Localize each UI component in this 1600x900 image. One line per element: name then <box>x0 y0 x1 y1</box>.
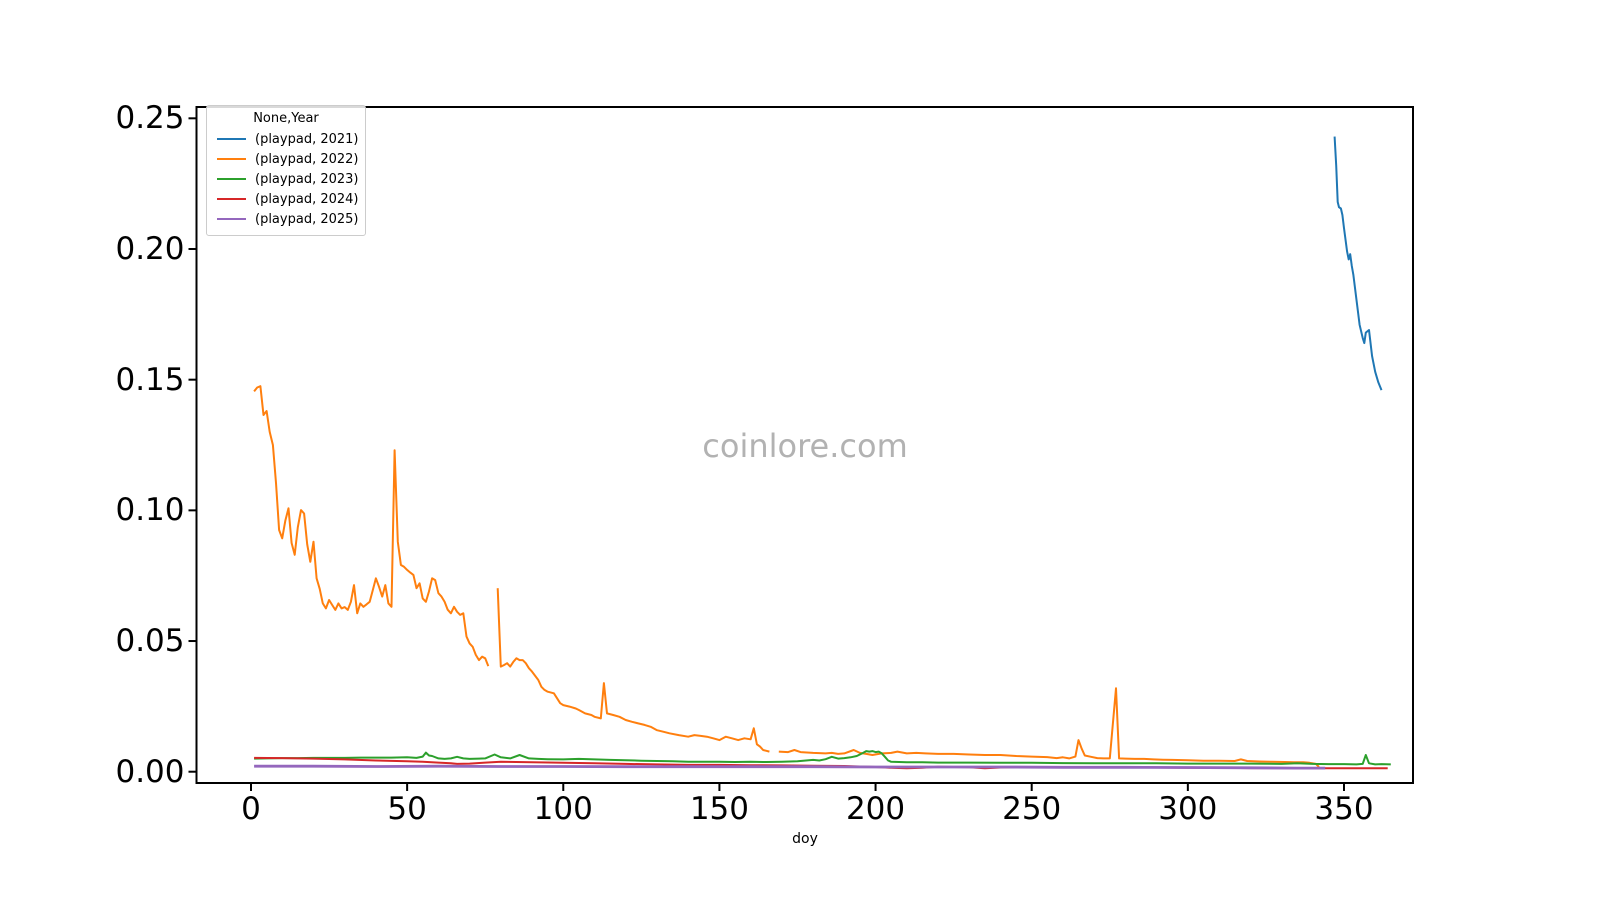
watermark: coinlore.com <box>702 427 908 465</box>
x-tick-label: 150 <box>689 791 749 827</box>
legend-line-swatch <box>217 157 246 161</box>
legend-entry-label: (playpad, 2023) <box>255 171 359 187</box>
x-tick-label: 300 <box>1158 791 1218 827</box>
legend-entry-label: (playpad, 2024) <box>255 191 359 207</box>
series-line <box>254 764 1326 770</box>
x-tick-label: 0 <box>241 791 261 827</box>
series-line <box>778 687 1320 768</box>
x-axis-label: doy <box>792 831 818 847</box>
y-tick-label: 0.10 <box>115 492 185 529</box>
y-tick-label: 0.00 <box>115 753 185 790</box>
legend-entry-label: (playpad, 2022) <box>255 151 359 167</box>
y-tick-label: 0.05 <box>115 623 185 660</box>
series-line <box>253 385 490 667</box>
legend-entry-label: (playpad, 2025) <box>255 211 359 227</box>
legend-entry: (playpad, 2025) <box>213 209 359 229</box>
y-tick-label: 0.25 <box>115 100 185 137</box>
x-tick-label: 50 <box>387 791 427 827</box>
y-tick-label: 0.20 <box>115 230 185 267</box>
legend-line-swatch <box>217 137 246 141</box>
series-line <box>496 588 770 753</box>
legend-line-swatch <box>217 177 246 181</box>
legend-entry-label: (playpad, 2021) <box>255 131 359 147</box>
legend-entry: (playpad, 2023) <box>213 169 359 189</box>
x-tick-label: 100 <box>533 791 593 827</box>
y-tick-label: 0.15 <box>115 361 185 398</box>
legend-line-swatch <box>217 197 246 201</box>
x-tick-label: 350 <box>1314 791 1374 827</box>
series-line <box>254 750 1391 766</box>
legend-entry: (playpad, 2022) <box>213 149 359 169</box>
legend-entry: (playpad, 2021) <box>213 129 359 149</box>
plot-frame <box>195 106 1414 784</box>
x-tick-label: 200 <box>845 791 906 827</box>
x-tick-label: 250 <box>1002 791 1062 827</box>
legend: None,Year (playpad, 2021) (playpad, 2022)… <box>206 105 366 236</box>
legend-title: None,Year <box>253 111 319 126</box>
legend-line-swatch <box>217 217 246 221</box>
legend-entry: (playpad, 2024) <box>213 189 359 209</box>
series-line <box>1333 136 1383 391</box>
